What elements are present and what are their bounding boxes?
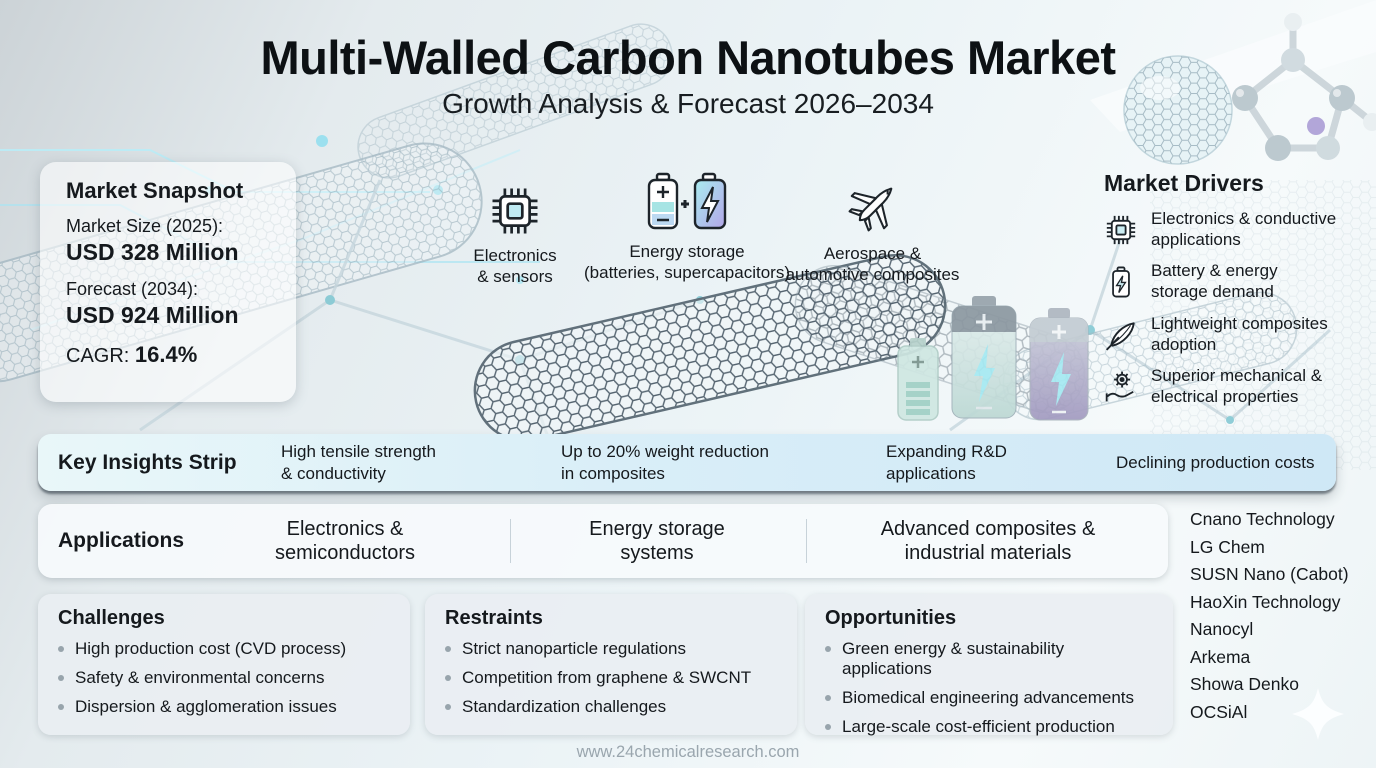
footer-url: www.24chemicalresearch.com	[576, 743, 800, 761]
driver-item: Superior mechanical & electrical propert…	[1104, 366, 1372, 407]
driver-item: Battery & energy storage demand	[1104, 261, 1372, 302]
cagr-label: CAGR:	[66, 345, 130, 367]
battery-pair-icon	[647, 172, 727, 230]
bullet-dot	[58, 675, 64, 681]
page-title: Multi-Walled Carbon Nanotubes Market	[260, 31, 1116, 84]
driver-text: Electronics & conductive applications	[1151, 209, 1337, 249]
bullet-item: Competition from graphene & SWCNT	[445, 668, 777, 688]
forecast-value: USD 924 Million	[66, 302, 239, 328]
bullet-item: Strict nanoparticle regulations	[445, 639, 777, 659]
divider	[806, 519, 807, 563]
chip-icon	[492, 188, 538, 234]
segment-energy-storage: Energy storage (batteries, supercapacito…	[572, 172, 802, 283]
bullet-dot	[825, 646, 831, 652]
driver-text: Lightweight composites adoption	[1151, 313, 1328, 354]
molecule-graphic	[1232, 13, 1376, 161]
bullet-dot	[58, 704, 64, 710]
bullet-item: Dispersion & agglomeration issues	[58, 697, 390, 717]
nanotube-graphic-upper	[357, 23, 673, 179]
segment-aerospace: Aerospace & automotive composites	[760, 176, 985, 285]
company-item: Nanocyl	[1190, 619, 1254, 640]
insight-item: Up to 20% weight reduction in composites	[561, 442, 769, 483]
challenges-panel: Challenges High production cost (CVD pro…	[38, 594, 410, 735]
restraints-heading: Restraints	[445, 607, 543, 629]
insight-item: High tensile strength & conductivity	[281, 442, 436, 483]
bullet-item: Safety & environmental concerns	[58, 668, 390, 688]
buckyball-graphic	[1123, 55, 1233, 165]
bullet-item: Large-scale cost-efficient production	[825, 717, 1153, 737]
market-snapshot-heading: Market Snapshot	[66, 178, 244, 203]
market-drivers-panel: Market Drivers Electronics & conductive …	[1104, 170, 1372, 419]
insight-item: Declining production costs	[1116, 452, 1315, 472]
companies-list: Cnano Technology LG Chem SUSN Nano (Cabo…	[1190, 506, 1376, 726]
application-item: Electronics & semiconductors	[274, 518, 416, 564]
feather-icon	[1105, 322, 1135, 351]
bullet-item: Green energy & sustainability applicatio…	[825, 639, 1153, 679]
bullet-item: High production cost (CVD process)	[58, 639, 390, 659]
chip-icon	[1106, 215, 1136, 244]
cagr-value: 16.4%	[134, 342, 198, 367]
driver-item: Electronics & conductive applications	[1104, 209, 1372, 250]
gear-hand-icon	[1105, 371, 1134, 402]
divider	[510, 519, 511, 563]
bullet-dot	[445, 704, 451, 710]
cagr-line: CAGR: 16.4%	[66, 342, 270, 368]
key-insights-strip: Key Insights Strip High tensile strength…	[38, 434, 1336, 491]
airplane-icon	[848, 187, 892, 232]
driver-item: Lightweight composites adoption	[1104, 314, 1372, 355]
market-drivers-heading: Market Drivers	[1104, 170, 1264, 196]
segment-label: Electronics & sensors	[473, 246, 557, 286]
company-item: Cnano Technology	[1190, 509, 1335, 530]
bullet-dot	[58, 646, 64, 652]
sparkle-icon	[1292, 688, 1344, 740]
batteries-graphic	[897, 296, 1089, 421]
driver-text: Battery & energy storage demand	[1151, 261, 1278, 302]
restraints-panel: Restraints Strict nanoparticle regulatio…	[425, 594, 797, 735]
applications-heading: Applications	[58, 529, 185, 552]
battery-icon	[1112, 266, 1130, 298]
market-size-value: USD 328 Million	[66, 239, 239, 265]
company-item: Arkema	[1190, 646, 1251, 667]
segment-label: Energy storage (batteries, supercapacito…	[584, 242, 790, 282]
bullet-dot	[445, 675, 451, 681]
company-item: HaoXin Technology	[1190, 591, 1341, 612]
company-item: LG Chem	[1190, 536, 1265, 557]
bullet-item: Biomedical engineering advancements	[825, 688, 1153, 708]
market-snapshot-card: Market Snapshot Market Size (2025): USD …	[40, 162, 296, 402]
driver-text: Superior mechanical & electrical propert…	[1151, 366, 1323, 407]
segment-label: Aerospace & automotive composites	[785, 244, 960, 284]
bullet-dot	[825, 695, 831, 701]
market-size-label: Market Size (2025):	[66, 216, 224, 236]
company-item: OCSiAl	[1190, 701, 1248, 722]
company-item: Showa Denko	[1190, 674, 1299, 695]
application-item: Energy storage systems	[589, 518, 725, 564]
insight-item: Expanding R&D applications	[886, 442, 1007, 483]
page-subtitle: Growth Analysis & Forecast 2026–2034	[442, 88, 934, 119]
forecast-label: Forecast (2034):	[66, 279, 199, 299]
application-item: Advanced composites & industrial materia…	[880, 518, 1096, 564]
challenges-heading: Challenges	[58, 607, 165, 629]
key-insights-heading: Key Insights Strip	[58, 450, 237, 474]
bullet-dot	[445, 646, 451, 652]
opportunities-heading: Opportunities	[825, 607, 957, 629]
opportunities-panel: Opportunities Green energy & sustainabil…	[805, 594, 1173, 737]
bullet-dot	[825, 724, 831, 730]
bullet-item: Standardization challenges	[445, 697, 777, 717]
segment-electronics-sensors: Electronics & sensors	[440, 178, 590, 287]
applications-row: Applications Electronics & semiconductor…	[38, 504, 1168, 578]
company-item: SUSN Nano (Cabot)	[1190, 564, 1349, 585]
